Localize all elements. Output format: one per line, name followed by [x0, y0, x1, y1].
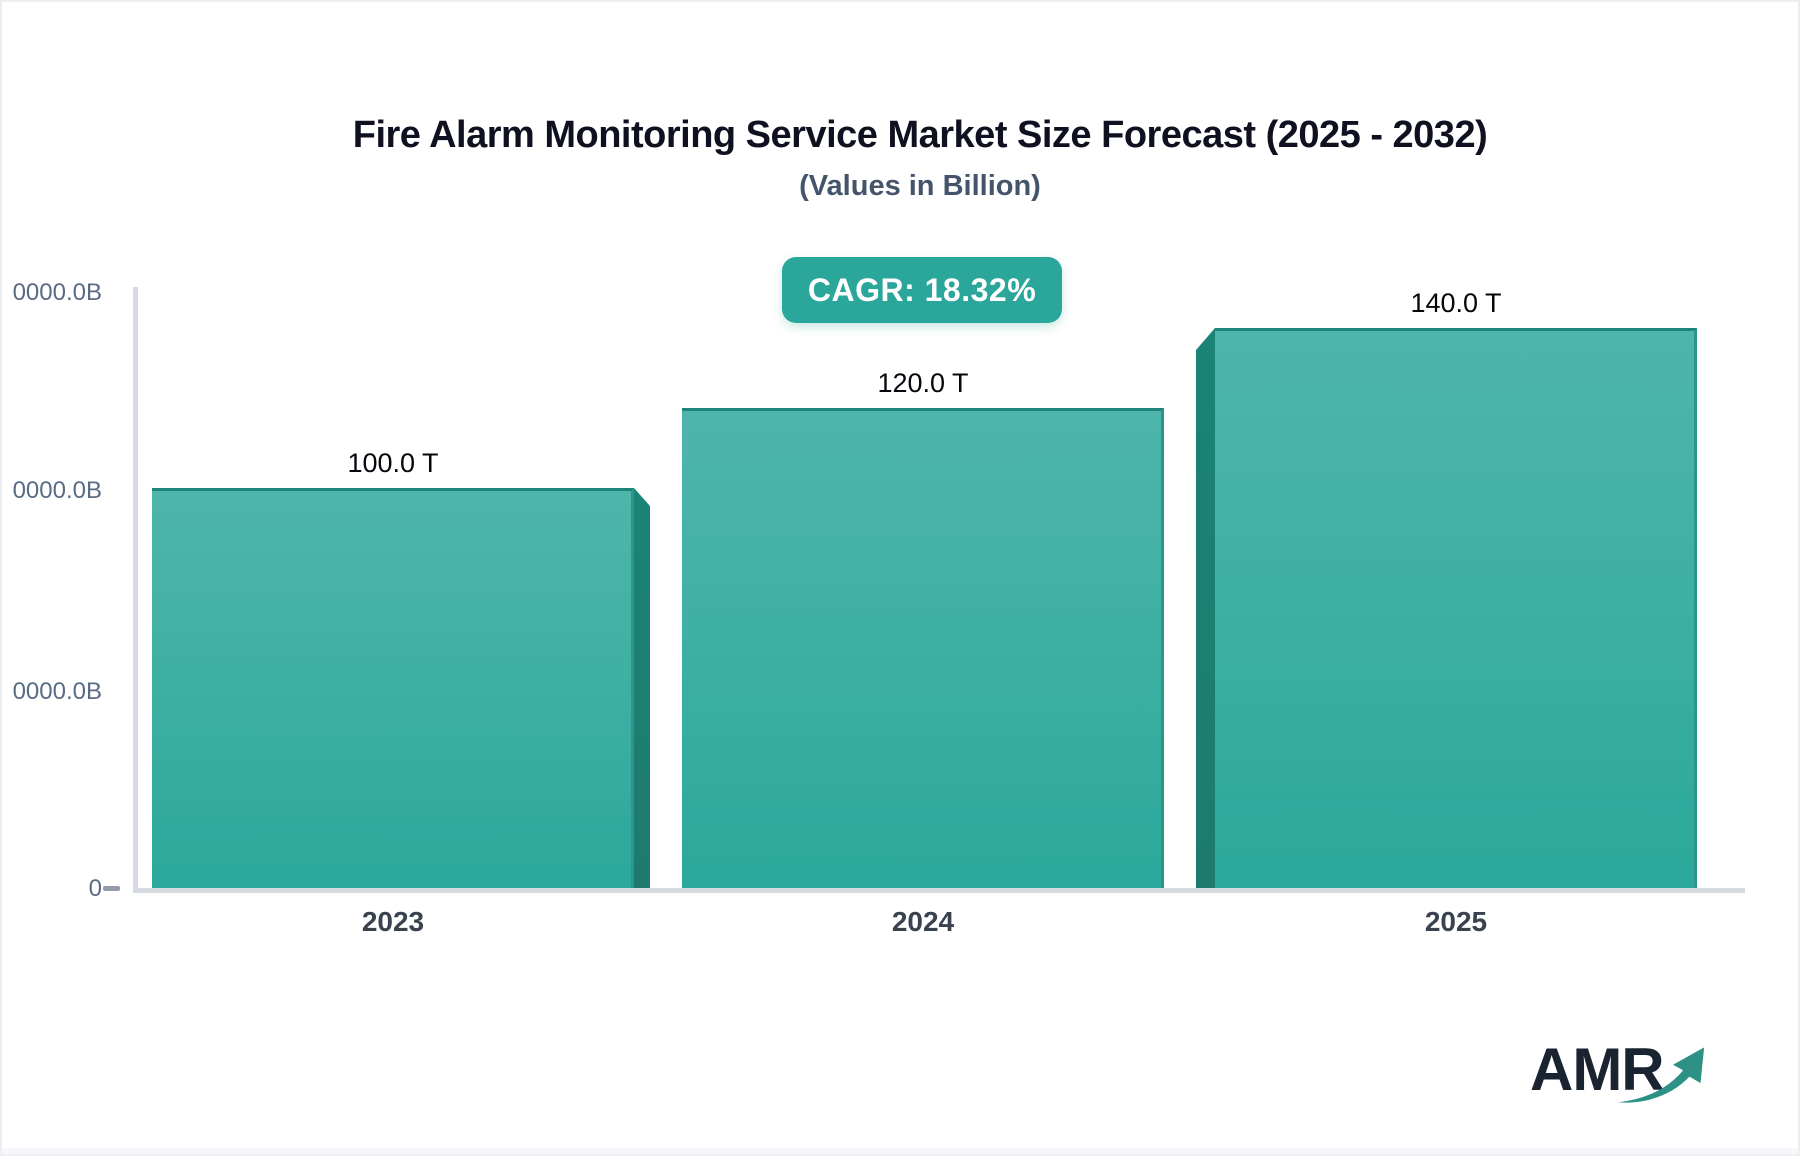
- bar-2024[interactable]: [682, 408, 1164, 888]
- y-tick-dash: [103, 886, 120, 891]
- amr-logo: AMR: [1530, 1038, 1710, 1118]
- bar-2023[interactable]: [152, 488, 634, 888]
- bar-2025[interactable]: [1215, 328, 1697, 888]
- growth-arrow-icon: [1618, 1047, 1705, 1103]
- bar-side-face-2025: [1196, 328, 1215, 888]
- y-tick-label-top: 0000.0B: [12, 279, 102, 306]
- bar-value-label-2024: 120.0 T: [877, 368, 969, 398]
- x-axis-line: [133, 888, 1745, 893]
- chart-subtitle: (Values in Billion): [799, 170, 1041, 202]
- bar-value-label-2025: 140.0 T: [1410, 288, 1502, 318]
- cagr-badge-label: CAGR: 18.32%: [807, 271, 1037, 308]
- bar-value-label-2023: 100.0 T: [347, 448, 439, 478]
- y-tick-label-upper: 0000.0B: [12, 477, 102, 504]
- bar-side-face-2023: [634, 488, 650, 888]
- x-axis-label-2024: 2024: [891, 906, 955, 937]
- x-axis-label-2025: 2025: [1424, 906, 1488, 937]
- x-axis-label-2023: 2023: [361, 906, 425, 937]
- bottom-edge: [2, 1148, 1798, 1154]
- amr-logo-text: AMR: [1530, 1036, 1665, 1103]
- y-tick-label-lower: 0000.0B: [12, 678, 102, 705]
- y-tick-label-zero: 0: [88, 875, 102, 902]
- y-axis-line: [133, 287, 138, 893]
- chart-title: Fire Alarm Monitoring Service Market Siz…: [352, 114, 1488, 156]
- cagr-badge: CAGR: 18.32%: [782, 257, 1062, 323]
